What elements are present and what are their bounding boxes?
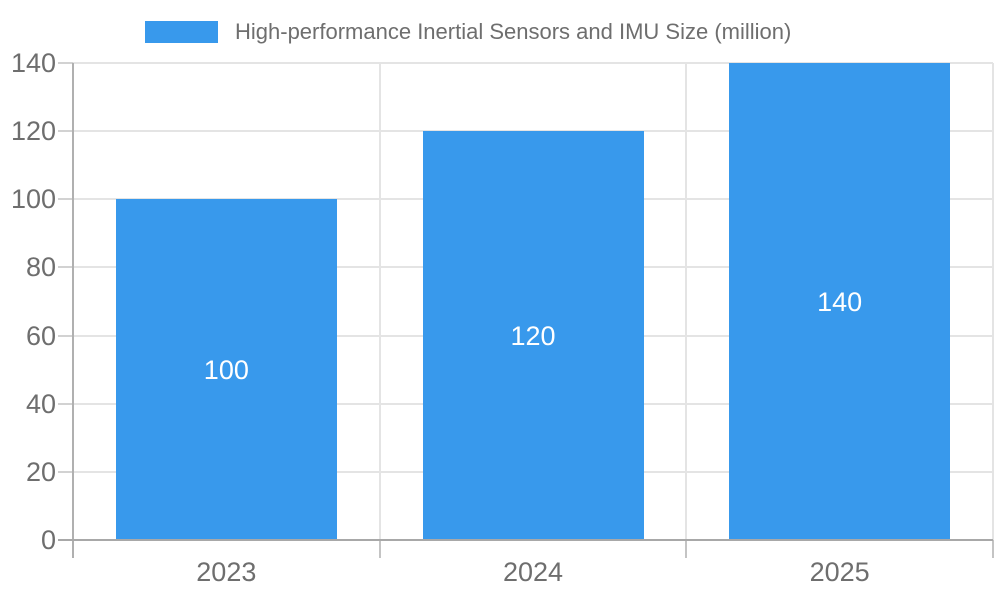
y-axis-tick-label: 60 (25, 320, 56, 351)
legend-label: High-performance Inertial Sensors and IM… (235, 19, 792, 44)
y-axis-tick-label: 20 (25, 456, 56, 487)
x-tick-0 (72, 540, 74, 558)
x-tick-1 (378, 540, 381, 558)
bar-2025[interactable] (729, 63, 951, 540)
y-tick-20 (58, 470, 73, 473)
y-tick-40 (58, 402, 73, 405)
x-axis-line (58, 539, 993, 541)
x-tick-2 (685, 540, 688, 558)
legend-swatch[interactable] (145, 21, 218, 43)
gridline-x-3 (992, 63, 994, 540)
y-axis-tick-label: 100 (10, 184, 56, 215)
y-tick-80 (58, 266, 73, 269)
y-axis-line (72, 63, 74, 540)
bar-2024[interactable] (422, 131, 644, 540)
x-axis-category-label-2025: 2025 (809, 557, 870, 587)
bar-value-label-2025: 140 (817, 286, 863, 317)
y-axis-tick-label: 80 (25, 252, 56, 283)
chart-legend[interactable]: High-performance Inertial Sensors and IM… (145, 20, 791, 44)
gridline-x-2 (685, 63, 688, 540)
bar-2023[interactable] (115, 199, 337, 540)
y-axis-tick-label: 140 (10, 48, 56, 78)
bar-value-label-2024: 120 (510, 320, 556, 351)
bar-value-label-2023: 100 (203, 354, 249, 385)
y-tick-100 (58, 198, 73, 201)
y-tick-120 (58, 130, 73, 133)
x-axis-category-label-2024: 2024 (502, 557, 564, 587)
x-tick-3 (992, 540, 994, 558)
y-axis-tick-label: 0 (40, 525, 56, 555)
y-axis-tick-label: 120 (10, 116, 56, 147)
y-axis-tick-label: 40 (25, 388, 56, 419)
y-tick-60 (58, 334, 73, 337)
y-tick-140 (58, 62, 73, 64)
gridline-y-140 (73, 62, 993, 64)
x-axis-category-label-2023: 2023 (196, 557, 257, 587)
gridline-x-1 (378, 63, 381, 540)
